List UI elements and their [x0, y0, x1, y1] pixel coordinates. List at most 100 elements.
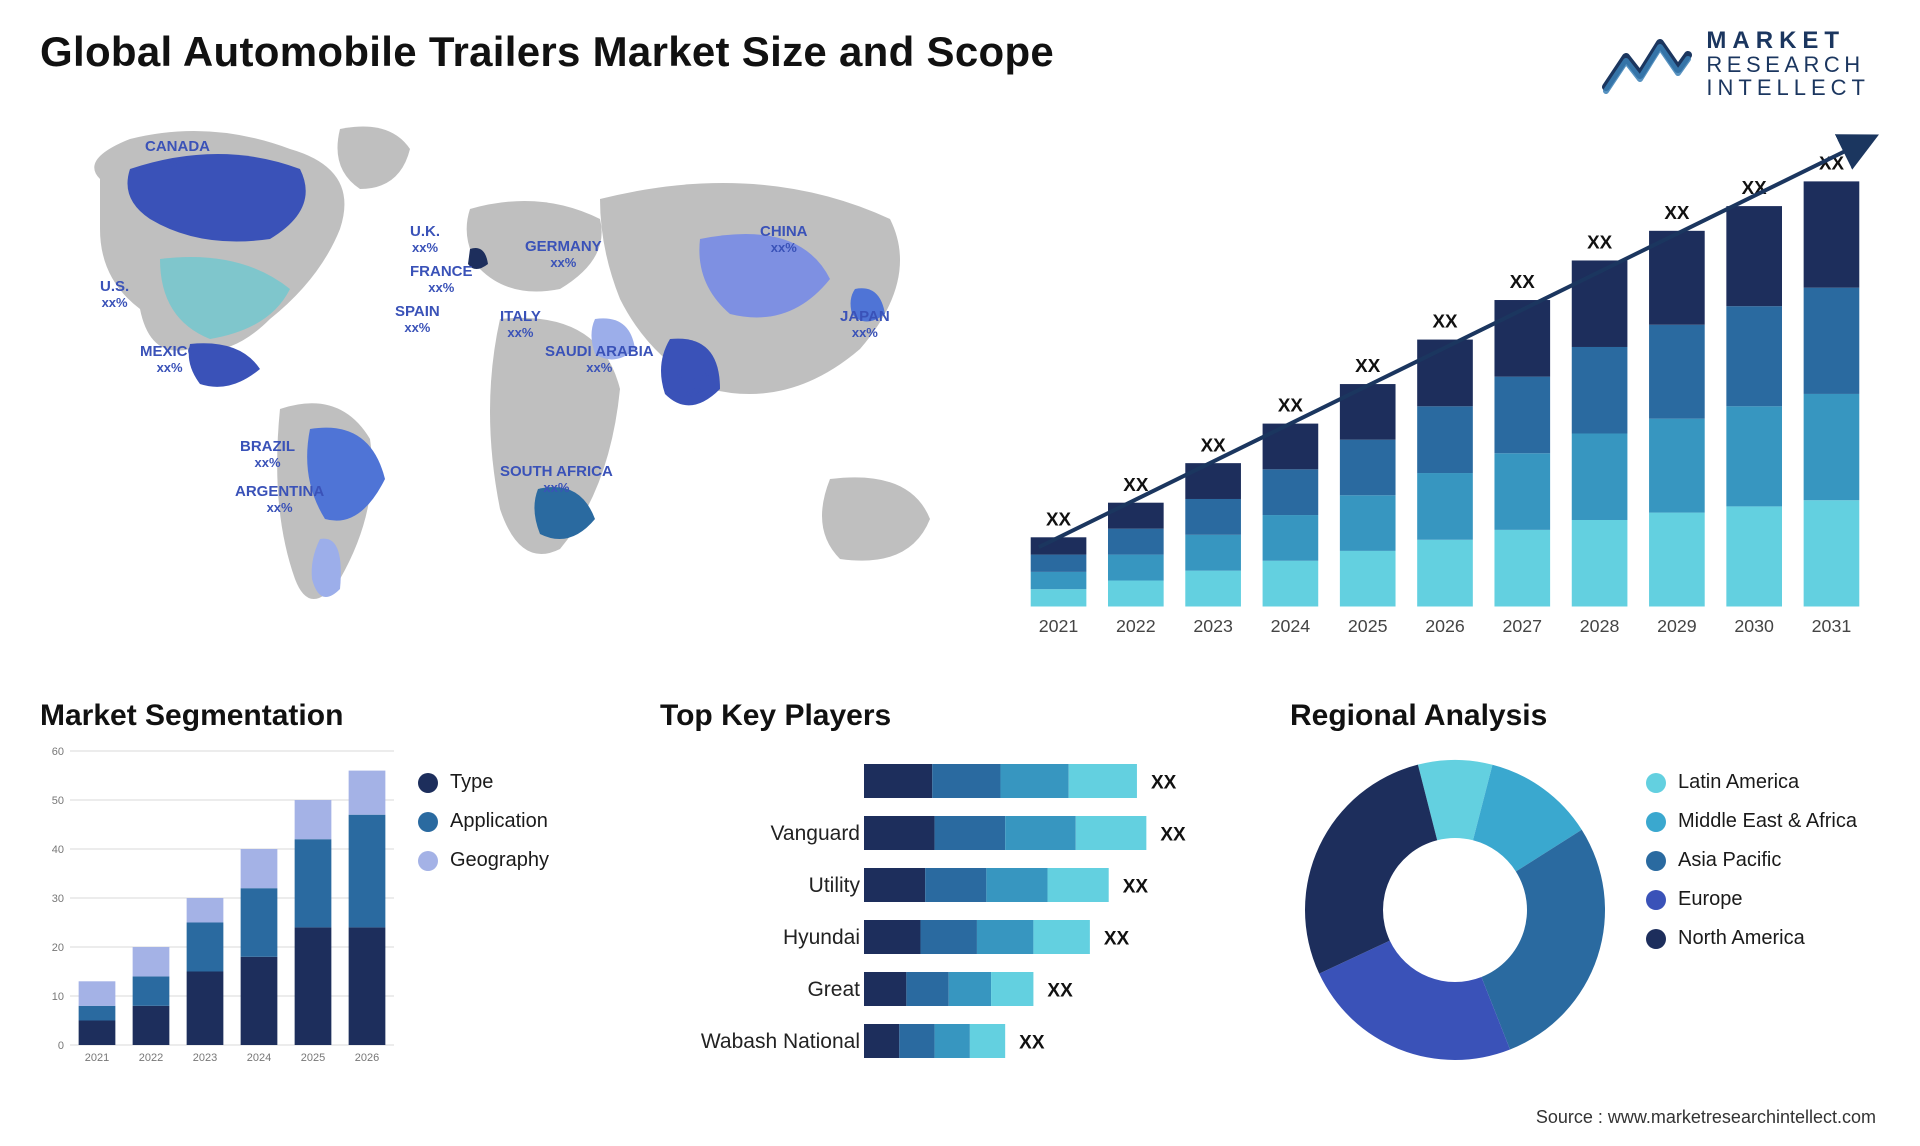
regional-donut	[1290, 745, 1620, 1075]
regional-legend-item: North America	[1646, 927, 1857, 950]
segmentation-chart: 0 10 20 30 40 50 60 2021 2022 2023 2024 2025 2026	[40, 745, 400, 1075]
svg-text:2026: 2026	[1425, 617, 1465, 637]
svg-text:10: 10	[52, 991, 64, 1003]
svg-text:2021: 2021	[1039, 617, 1079, 637]
map-label-u-k-: U.K.xx%	[410, 224, 440, 255]
svg-text:2026: 2026	[355, 1052, 379, 1064]
svg-text:2025: 2025	[301, 1052, 325, 1064]
page: Global Automobile Trailers Market Size a…	[0, 0, 1920, 1146]
svg-text:60: 60	[52, 746, 64, 758]
svg-text:50: 50	[52, 795, 64, 807]
legend-label: Geography	[450, 849, 549, 872]
map-label-italy: ITALYxx%	[500, 309, 541, 340]
logo-line-2: RESEARCH	[1706, 53, 1870, 76]
legend-label: Type	[450, 771, 493, 794]
legend-label: North America	[1678, 927, 1805, 950]
title-bar: Global Automobile Trailers Market Size a…	[40, 28, 1880, 99]
players-body: VanguardUtilityHyundaiGreatWabash Nation…	[660, 745, 1260, 1085]
svg-text:XX: XX	[1201, 435, 1227, 456]
legend-dot-icon	[418, 812, 438, 832]
bottom-row: Market Segmentation 0 10 20 30 40 50 60 2021 202…	[40, 699, 1880, 1119]
regional-legend-item: Latin America	[1646, 771, 1857, 794]
player-label: Vanguard	[660, 808, 860, 860]
world-map-panel: CANADAxx% U.S.xx% MEXICOxx% BRAZILxx% ARGENT…	[40, 109, 990, 669]
players-chart: XXXXXXXXXXXX	[860, 745, 1260, 1085]
logo-text: MARKET RESEARCH INTELLECT	[1706, 28, 1870, 99]
segmentation-panel: Market Segmentation 0 10 20 30 40 50 60 2021 202…	[40, 699, 630, 1119]
svg-text:XX: XX	[1432, 311, 1458, 332]
svg-text:XX: XX	[1151, 773, 1177, 794]
map-label-spain: SPAINxx%	[395, 304, 440, 335]
svg-text:XX: XX	[1046, 509, 1072, 530]
brand-logo: MARKET RESEARCH INTELLECT	[1602, 28, 1870, 99]
source-line: Source : www.marketresearchintellect.com	[1536, 1107, 1876, 1128]
svg-text:XX: XX	[1047, 981, 1073, 1002]
page-title: Global Automobile Trailers Market Size a…	[40, 28, 1054, 76]
svg-text:2030: 2030	[1734, 617, 1774, 637]
legend-label: Middle East & Africa	[1678, 810, 1857, 833]
map-label-saudi-arabia: SAUDI ARABIAxx%	[545, 344, 654, 375]
map-label-south-africa: SOUTH AFRICAxx%	[500, 464, 613, 495]
svg-text:XX: XX	[1510, 272, 1536, 293]
svg-text:XX: XX	[1587, 232, 1613, 253]
segmentation-legend-item: Type	[418, 771, 549, 794]
svg-text:2022: 2022	[1116, 617, 1156, 637]
legend-dot-icon	[1646, 929, 1666, 949]
svg-text:2023: 2023	[1193, 617, 1233, 637]
players-title: Top Key Players	[660, 699, 1260, 733]
logo-swoosh-icon	[1602, 29, 1692, 99]
svg-text:30: 30	[52, 893, 64, 905]
logo-line-1: MARKET	[1706, 28, 1870, 53]
legend-dot-icon	[418, 851, 438, 871]
map-label-japan: JAPANxx%	[840, 309, 890, 340]
map-label-mexico: MEXICOxx%	[140, 344, 199, 375]
legend-label: Application	[450, 810, 548, 833]
legend-dot-icon	[1646, 851, 1666, 871]
players-panel: Top Key Players VanguardUtilityHyundaiGr…	[660, 699, 1260, 1119]
regional-title: Regional Analysis	[1290, 699, 1880, 733]
svg-text:2025: 2025	[1348, 617, 1388, 637]
player-label	[660, 756, 860, 808]
legend-dot-icon	[1646, 773, 1666, 793]
svg-text:XX: XX	[1019, 1033, 1045, 1054]
player-label: Wabash National	[660, 1016, 860, 1068]
svg-text:XX: XX	[1104, 929, 1130, 950]
legend-label: Asia Pacific	[1678, 849, 1781, 872]
svg-text:2024: 2024	[1271, 617, 1311, 637]
player-label: Great	[660, 964, 860, 1016]
regional-legend-item: Asia Pacific	[1646, 849, 1857, 872]
map-label-canada: CANADAxx%	[145, 139, 210, 170]
map-label-u-s-: U.S.xx%	[100, 279, 129, 310]
map-label-brazil: BRAZILxx%	[240, 439, 295, 470]
donut-wrap	[1290, 745, 1620, 1075]
svg-text:20: 20	[52, 942, 64, 954]
regional-legend: Latin America Middle East & Africa Asia Pa…	[1620, 745, 1857, 966]
svg-text:40: 40	[52, 844, 64, 856]
svg-text:2029: 2029	[1657, 617, 1697, 637]
svg-text:XX: XX	[1160, 825, 1186, 846]
legend-label: Europe	[1678, 888, 1743, 911]
svg-text:2028: 2028	[1580, 617, 1620, 637]
regional-legend-item: Middle East & Africa	[1646, 810, 1857, 833]
legend-dot-icon	[1646, 890, 1666, 910]
svg-text:2024: 2024	[247, 1052, 271, 1064]
segmentation-legend-item: Geography	[418, 849, 549, 872]
logo-line-3: INTELLECT	[1706, 76, 1870, 99]
svg-text:2031: 2031	[1812, 617, 1852, 637]
segmentation-legend: Type Application Geography	[400, 745, 549, 1119]
map-label-china: CHINAxx%	[760, 224, 808, 255]
regional-panel: Regional Analysis Latin America Middle Ea…	[1290, 699, 1880, 1119]
legend-label: Latin America	[1678, 771, 1799, 794]
player-label: Utility	[660, 860, 860, 912]
players-labels: VanguardUtilityHyundaiGreatWabash Nation…	[660, 745, 860, 1068]
svg-text:2021: 2021	[85, 1052, 109, 1064]
svg-text:0: 0	[58, 1040, 64, 1052]
svg-text:2023: 2023	[193, 1052, 217, 1064]
map-label-argentina: ARGENTINAxx%	[235, 484, 324, 515]
map-label-france: FRANCExx%	[410, 264, 473, 295]
segmentation-title: Market Segmentation	[40, 699, 630, 733]
segmentation-legend-item: Application	[418, 810, 549, 833]
map-label-germany: GERMANYxx%	[525, 239, 602, 270]
svg-text:2022: 2022	[139, 1052, 163, 1064]
map-label-india: INDIAxx%	[670, 369, 711, 400]
